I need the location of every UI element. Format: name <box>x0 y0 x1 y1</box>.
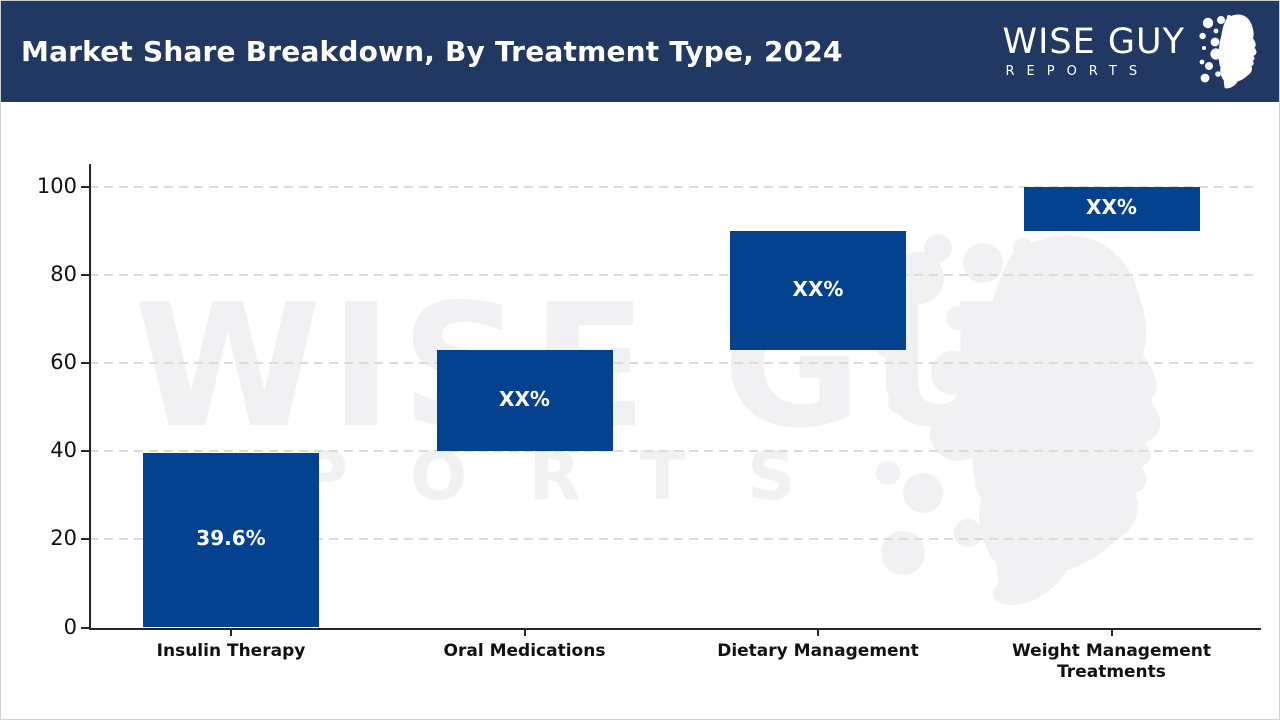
watermark-sub-text: PORTS <box>299 437 858 515</box>
bar-value-label: XX% <box>1086 195 1137 220</box>
bar <box>436 349 613 452</box>
wiseguy-logo: WISE GUY REPORTS <box>1002 12 1267 92</box>
x-axis-tick <box>523 628 526 636</box>
y-axis-tick <box>81 186 89 188</box>
header-bar: Market Share Breakdown, By Treatment Typ… <box>1 1 1279 102</box>
plot-axes <box>89 164 1261 630</box>
gridline <box>89 450 1257 453</box>
logo-brand-text: WISE GUY <box>1002 22 1185 62</box>
logo-text: WISE GUY REPORTS <box>1002 22 1185 79</box>
y-tick-label: 20 <box>50 526 77 551</box>
gridline <box>89 538 1257 541</box>
y-axis-tick <box>81 538 89 541</box>
x-axis-tick <box>230 628 232 636</box>
y-tick-label: 0 <box>63 614 77 639</box>
x-tick-label: Oral Medications <box>443 641 606 661</box>
bar <box>1023 187 1200 232</box>
gridline <box>89 274 1257 277</box>
logo-sub-text: REPORTS <box>1005 64 1150 79</box>
bar-value-label: XX% <box>499 386 550 411</box>
wiseguy-head-icon <box>1199 13 1257 88</box>
gridline <box>89 186 1257 188</box>
x-axis-tick <box>817 628 819 636</box>
y-axis-tick <box>81 362 89 365</box>
y-tick-label: 60 <box>50 350 77 375</box>
x-tick-label: Insulin Therapy <box>156 641 306 661</box>
x-tick-label: Weight Management Treatments <box>1012 641 1211 683</box>
bar-value-label: 39.6% <box>196 526 266 551</box>
y-tick-label: 40 <box>50 438 77 463</box>
y-axis-tick <box>81 274 89 277</box>
y-axis-tick <box>81 450 89 453</box>
x-tick-label: Dietary Management <box>717 641 919 661</box>
y-tick-label: 100 <box>36 174 77 198</box>
bar <box>730 231 906 350</box>
bar <box>143 453 319 628</box>
x-axis-tick <box>1110 628 1113 636</box>
y-axis-tick <box>81 626 89 629</box>
gridline <box>89 362 1257 365</box>
y-tick-label: 80 <box>50 262 77 287</box>
bar-value-label: XX% <box>792 276 844 301</box>
watermark-head-icon <box>875 234 1161 606</box>
page-title: Market Share Breakdown, By Treatment Typ… <box>21 35 843 68</box>
